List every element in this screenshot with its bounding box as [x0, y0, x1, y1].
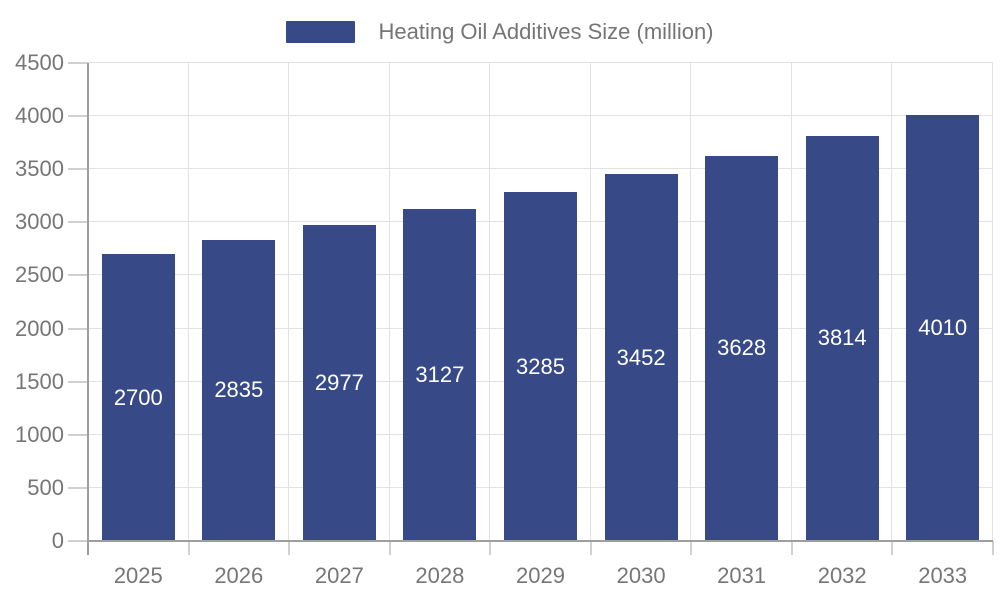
gridline-vertical — [489, 63, 490, 541]
bar-value-label: 2700 — [113, 384, 163, 410]
bar-value-label: 3814 — [817, 325, 867, 351]
y-axis-tick — [68, 274, 88, 276]
x-axis-label: 2028 — [415, 563, 465, 588]
x-axis-tick — [389, 541, 391, 555]
bar — [906, 115, 980, 541]
bar — [705, 155, 779, 541]
x-axis-label: 2025 — [113, 563, 163, 588]
x-axis-line — [88, 540, 993, 542]
x-axis-tick — [891, 541, 893, 555]
x-axis-tick — [590, 541, 592, 555]
y-axis-label: 3000 — [15, 209, 64, 234]
x-axis-label: 2027 — [314, 563, 364, 588]
x-axis-label: 2032 — [817, 563, 867, 588]
y-axis-tick — [68, 381, 88, 383]
y-axis-tick — [68, 168, 88, 170]
bar — [403, 208, 477, 541]
gridline-vertical — [590, 63, 591, 541]
bar-value-label: 3285 — [516, 353, 565, 379]
gridline-vertical — [891, 63, 892, 541]
y-axis-label: 2000 — [15, 316, 64, 341]
y-axis-label: 2500 — [15, 262, 64, 287]
y-axis-tick — [68, 328, 88, 330]
bar — [101, 254, 175, 541]
x-axis-label: 2033 — [918, 563, 968, 588]
bar — [302, 224, 376, 541]
x-axis-label: 2029 — [516, 563, 565, 588]
y-axis-label: 4000 — [15, 103, 64, 128]
bar — [805, 135, 879, 541]
gridline-horizontal — [88, 168, 993, 169]
y-axis-tick — [68, 434, 88, 436]
bar-value-label: 4010 — [918, 315, 968, 340]
x-axis-tick — [690, 541, 692, 555]
gridline-vertical — [188, 63, 189, 541]
y-axis-label: 0 — [51, 528, 64, 553]
x-axis-tick — [188, 541, 190, 555]
x-axis-tick — [288, 541, 290, 555]
x-axis-label: 2030 — [616, 563, 666, 588]
bar — [202, 239, 276, 541]
y-axis-tick — [68, 540, 88, 542]
y-axis-label: 1000 — [15, 422, 64, 447]
gridline-horizontal — [88, 62, 993, 63]
legend-item[interactable]: Heating Oil Additives Size (million) — [0, 18, 1000, 46]
y-axis-label: 500 — [27, 475, 64, 500]
bar — [504, 192, 577, 541]
y-axis-tick — [68, 221, 88, 223]
x-axis-tick — [992, 541, 994, 555]
bar-value-label: 2977 — [314, 369, 364, 395]
gridline-vertical — [389, 63, 390, 541]
gridline-vertical — [992, 63, 993, 541]
gridline-horizontal — [88, 115, 993, 116]
x-axis-label: 2031 — [717, 563, 767, 588]
bar-value-label: 3127 — [415, 361, 465, 387]
y-axis-line — [87, 63, 89, 555]
gridline-vertical — [690, 63, 691, 541]
x-axis-label: 2026 — [214, 563, 264, 588]
y-axis-tick — [68, 62, 88, 64]
gridline-vertical — [288, 63, 289, 541]
x-axis-tick — [791, 541, 793, 555]
gridline-vertical — [791, 63, 792, 541]
y-axis-label: 4500 — [15, 50, 64, 75]
y-axis-label: 1500 — [15, 369, 64, 394]
legend-swatch — [286, 21, 356, 43]
bar-value-label: 2835 — [214, 377, 264, 403]
x-axis-tick — [489, 541, 491, 555]
legend-label: Heating Oil Additives Size (million) — [378, 19, 714, 44]
y-axis-tick — [68, 115, 88, 117]
y-axis-label: 3500 — [15, 156, 64, 181]
bar-value-label: 3452 — [616, 344, 666, 370]
bar-value-label: 3628 — [717, 335, 767, 361]
y-axis-tick — [68, 487, 88, 489]
bar — [604, 174, 678, 541]
